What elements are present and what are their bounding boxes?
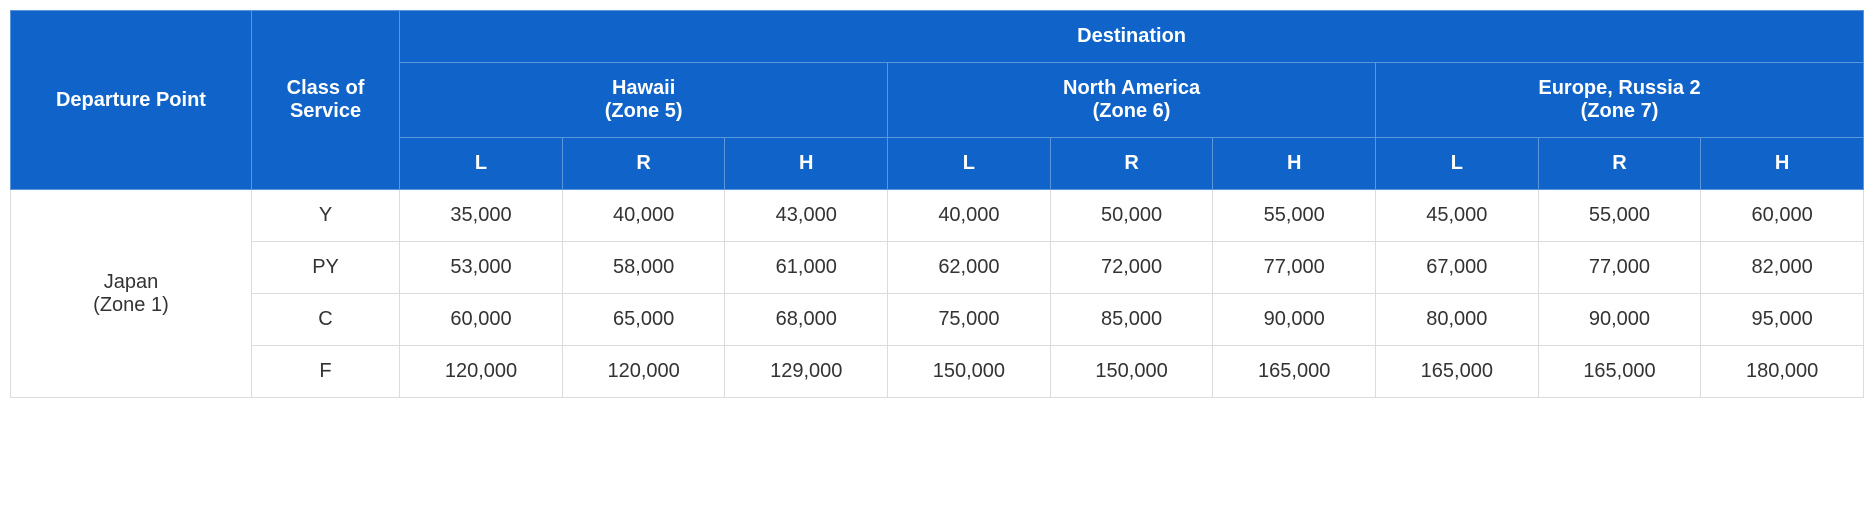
value-cell: 90,000 [1538, 294, 1701, 346]
class-cell: F [251, 346, 399, 398]
header-sub-7: R [1538, 138, 1701, 190]
header-sub-0: L [400, 138, 563, 190]
value-cell: 62,000 [888, 242, 1051, 294]
header-zone-1-zone: (Zone 6) [896, 100, 1367, 123]
table-row: Japan(Zone 1) Y 35,000 40,000 43,000 40,… [11, 190, 1864, 242]
header-sub-3: L [888, 138, 1051, 190]
value-cell: 43,000 [725, 190, 888, 242]
value-cell: 165,000 [1538, 346, 1701, 398]
header-sub-8: H [1701, 138, 1864, 190]
value-cell: 53,000 [400, 242, 563, 294]
header-zone-1-name: North America [896, 77, 1367, 100]
table-row: F 120,000 120,000 129,000 150,000 150,00… [11, 346, 1864, 398]
value-cell: 129,000 [725, 346, 888, 398]
value-cell: 72,000 [1050, 242, 1213, 294]
header-sub-6: L [1376, 138, 1539, 190]
header-sub-4: R [1050, 138, 1213, 190]
header-sub-2: H [725, 138, 888, 190]
header-zone-2-name: Europe, Russia 2 [1384, 77, 1855, 100]
award-chart-table: Departure Point Class ofService Destinat… [10, 10, 1864, 398]
value-cell: 165,000 [1213, 346, 1376, 398]
value-cell: 60,000 [400, 294, 563, 346]
value-cell: 120,000 [562, 346, 725, 398]
header-class-of-service: Class ofService [251, 11, 399, 190]
value-cell: 55,000 [1213, 190, 1376, 242]
departure-cell: Japan(Zone 1) [11, 190, 252, 398]
value-cell: 67,000 [1376, 242, 1539, 294]
header-zone-1: North America (Zone 6) [888, 63, 1376, 138]
header-zone-0-zone: (Zone 5) [408, 100, 879, 123]
class-cell: C [251, 294, 399, 346]
value-cell: 77,000 [1538, 242, 1701, 294]
value-cell: 65,000 [562, 294, 725, 346]
value-cell: 55,000 [1538, 190, 1701, 242]
value-cell: 75,000 [888, 294, 1051, 346]
header-zone-2-zone: (Zone 7) [1384, 100, 1855, 123]
class-cell: PY [251, 242, 399, 294]
value-cell: 150,000 [888, 346, 1051, 398]
value-cell: 45,000 [1376, 190, 1539, 242]
header-sub-1: R [562, 138, 725, 190]
value-cell: 85,000 [1050, 294, 1213, 346]
header-zone-2: Europe, Russia 2 (Zone 7) [1376, 63, 1864, 138]
value-cell: 95,000 [1701, 294, 1864, 346]
value-cell: 40,000 [562, 190, 725, 242]
value-cell: 180,000 [1701, 346, 1864, 398]
header-destination: Destination [400, 11, 1864, 63]
value-cell: 165,000 [1376, 346, 1539, 398]
value-cell: 120,000 [400, 346, 563, 398]
value-cell: 150,000 [1050, 346, 1213, 398]
value-cell: 68,000 [725, 294, 888, 346]
header-departure-point: Departure Point [11, 11, 252, 190]
header-zone-0-name: Hawaii [408, 77, 879, 100]
value-cell: 80,000 [1376, 294, 1539, 346]
table-row: PY 53,000 58,000 61,000 62,000 72,000 77… [11, 242, 1864, 294]
value-cell: 50,000 [1050, 190, 1213, 242]
value-cell: 61,000 [725, 242, 888, 294]
value-cell: 35,000 [400, 190, 563, 242]
header-sub-5: H [1213, 138, 1376, 190]
value-cell: 60,000 [1701, 190, 1864, 242]
value-cell: 77,000 [1213, 242, 1376, 294]
value-cell: 40,000 [888, 190, 1051, 242]
value-cell: 82,000 [1701, 242, 1864, 294]
value-cell: 90,000 [1213, 294, 1376, 346]
class-cell: Y [251, 190, 399, 242]
header-zone-0: Hawaii (Zone 5) [400, 63, 888, 138]
value-cell: 58,000 [562, 242, 725, 294]
table-row: C 60,000 65,000 68,000 75,000 85,000 90,… [11, 294, 1864, 346]
